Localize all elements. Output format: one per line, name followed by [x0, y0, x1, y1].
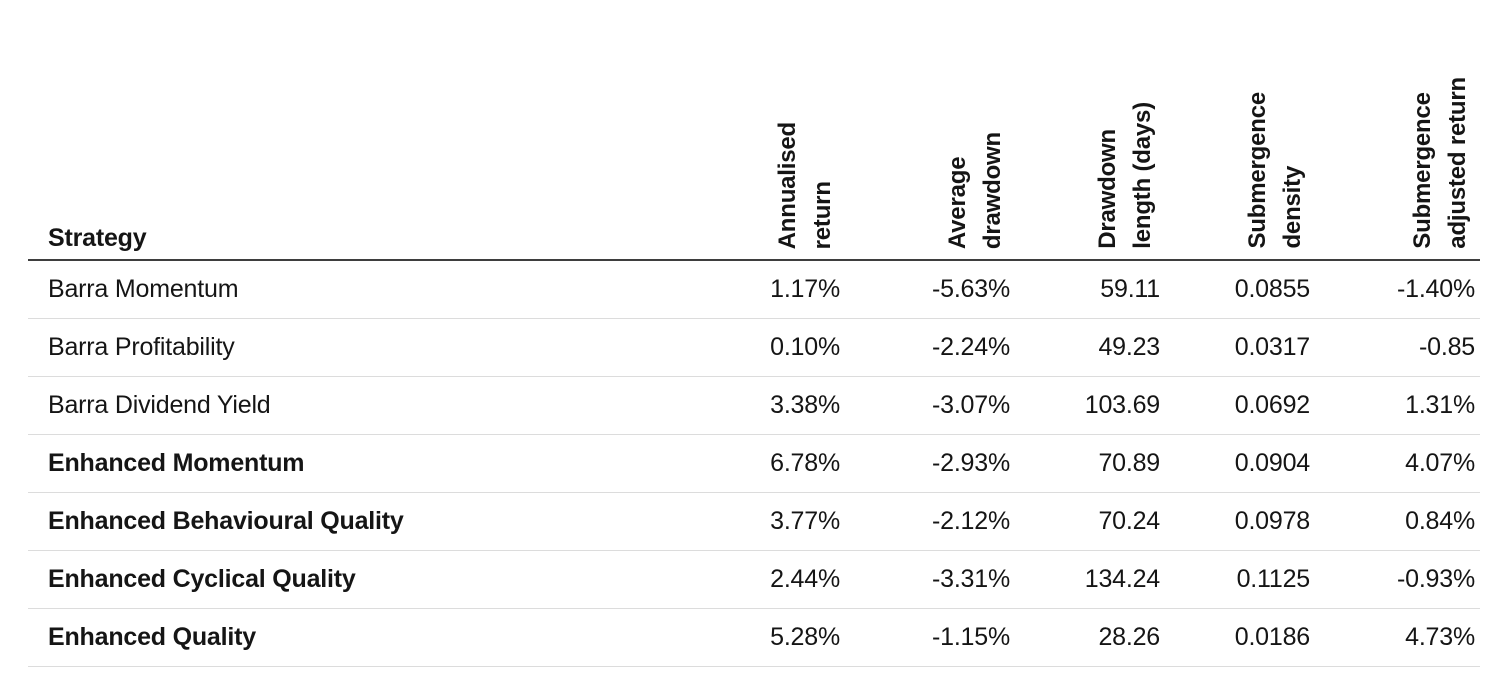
strategy-cell: Enhanced Momentum: [28, 434, 698, 493]
drawdown-length-cell: 134.24: [1010, 550, 1160, 609]
drawdown-length-cell: 70.24: [1010, 492, 1160, 551]
rotated-header-label: Submergence adjusted return: [1409, 77, 1471, 249]
column-header-submergence-adjusted-return: Submergence adjusted return: [1310, 0, 1480, 261]
submergence-density-cell: 0.0904: [1160, 434, 1310, 493]
average-drawdown-cell: -1.15%: [840, 608, 1010, 667]
drawdown-length-cell: 103.69: [1010, 376, 1160, 435]
rotated-header-label: Annualised return: [774, 121, 836, 249]
average-drawdown-cell: -3.31%: [840, 550, 1010, 609]
annualised-return-cell: 2.44%: [698, 550, 840, 609]
submergence-adjusted-return-cell: 1.31%: [1310, 376, 1480, 435]
annualised-return-cell: 5.28%: [698, 608, 840, 667]
rotated-header-label: Average drawdown: [944, 131, 1006, 249]
drawdown-length-cell: 49.23: [1010, 318, 1160, 377]
annualised-return-cell: 1.17%: [698, 260, 840, 319]
annualised-return-cell: 3.38%: [698, 376, 840, 435]
average-drawdown-cell: -2.12%: [840, 492, 1010, 551]
rotated-header-label: Submergence density: [1244, 92, 1306, 249]
table-row: Barra Profitability 0.10% -2.24% 49.23 0…: [28, 318, 1480, 377]
submergence-density-cell: 0.0855: [1160, 260, 1310, 319]
submergence-density-cell: 0.0317: [1160, 318, 1310, 377]
submergence-adjusted-return-cell: 4.73%: [1310, 608, 1480, 667]
column-header-average-drawdown: Average drawdown: [840, 0, 1010, 261]
submergence-density-cell: 0.0692: [1160, 376, 1310, 435]
table-row: Enhanced Quality 5.28% -1.15% 28.26 0.01…: [28, 608, 1480, 667]
strategy-cell: Barra Dividend Yield: [28, 376, 698, 435]
column-header-strategy: Strategy: [28, 0, 698, 261]
table-row: Enhanced Cyclical Quality 2.44% -3.31% 1…: [28, 550, 1480, 609]
header-row: Strategy Annualised return Average drawd…: [28, 0, 1480, 261]
strategy-metrics-table: Strategy Annualised return Average drawd…: [28, 0, 1480, 667]
submergence-adjusted-return-cell: -1.40%: [1310, 260, 1480, 319]
table-row: Barra Momentum 1.17% -5.63% 59.11 0.0855…: [28, 260, 1480, 319]
submergence-adjusted-return-cell: 0.84%: [1310, 492, 1480, 551]
submergence-density-cell: 0.1125: [1160, 550, 1310, 609]
strategy-cell: Barra Momentum: [28, 260, 698, 319]
strategy-cell: Enhanced Cyclical Quality: [28, 550, 698, 609]
column-header-submergence-density: Submergence density: [1160, 0, 1310, 261]
average-drawdown-cell: -3.07%: [840, 376, 1010, 435]
drawdown-length-cell: 70.89: [1010, 434, 1160, 493]
column-header-drawdown-length: Drawdown length (days): [1010, 0, 1160, 261]
submergence-density-cell: 0.0186: [1160, 608, 1310, 667]
annualised-return-cell: 0.10%: [698, 318, 840, 377]
average-drawdown-cell: -2.24%: [840, 318, 1010, 377]
submergence-density-cell: 0.0978: [1160, 492, 1310, 551]
submergence-adjusted-return-cell: -0.93%: [1310, 550, 1480, 609]
submergence-adjusted-return-cell: -0.85: [1310, 318, 1480, 377]
table-header: Strategy Annualised return Average drawd…: [28, 0, 1480, 261]
strategy-cell: Barra Profitability: [28, 318, 698, 377]
strategy-cell: Enhanced Quality: [28, 608, 698, 667]
annualised-return-cell: 3.77%: [698, 492, 840, 551]
strategy-cell: Enhanced Behavioural Quality: [28, 492, 698, 551]
table-row: Barra Dividend Yield 3.38% -3.07% 103.69…: [28, 376, 1480, 435]
table-body: Barra Momentum 1.17% -5.63% 59.11 0.0855…: [28, 260, 1480, 667]
drawdown-length-cell: 28.26: [1010, 608, 1160, 667]
average-drawdown-cell: -5.63%: [840, 260, 1010, 319]
drawdown-length-cell: 59.11: [1010, 260, 1160, 319]
annualised-return-cell: 6.78%: [698, 434, 840, 493]
table-row: Enhanced Behavioural Quality 3.77% -2.12…: [28, 492, 1480, 551]
rotated-header-label: Drawdown length (days): [1094, 102, 1156, 249]
column-header-annualised-return: Annualised return: [698, 0, 840, 261]
table-row: Enhanced Momentum 6.78% -2.93% 70.89 0.0…: [28, 434, 1480, 493]
submergence-adjusted-return-cell: 4.07%: [1310, 434, 1480, 493]
average-drawdown-cell: -2.93%: [840, 434, 1010, 493]
